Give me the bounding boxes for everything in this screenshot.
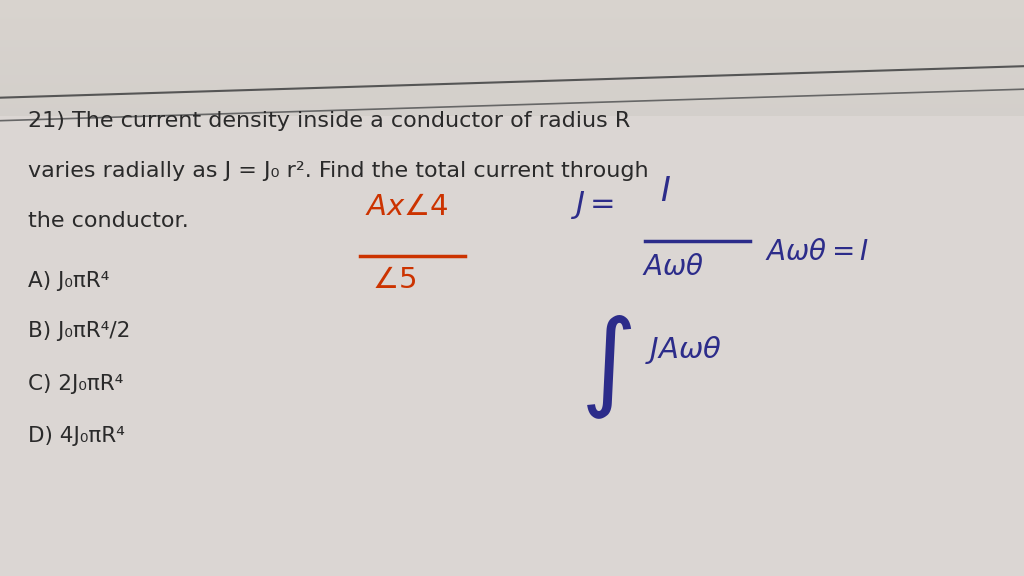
Text: C) 2J₀πR⁴: C) 2J₀πR⁴ <box>28 374 123 394</box>
Text: $\int$: $\int$ <box>580 313 632 421</box>
Text: B) J₀πR⁴/2: B) J₀πR⁴/2 <box>28 321 130 341</box>
Text: $JA\omega\theta$: $JA\omega\theta$ <box>645 334 722 366</box>
Text: $A\omega\theta$: $A\omega\theta$ <box>642 253 705 281</box>
Text: D) 4J₀πR⁴: D) 4J₀πR⁴ <box>28 426 125 446</box>
Text: $\angle 5$: $\angle 5$ <box>372 266 416 294</box>
Text: A) J₀πR⁴: A) J₀πR⁴ <box>28 271 110 291</box>
Text: $I$: $I$ <box>660 175 671 208</box>
Text: 21) The current density inside a conductor of radius R: 21) The current density inside a conduct… <box>28 111 630 131</box>
Text: varies radially as J = J₀ r². Find the total current through: varies radially as J = J₀ r². Find the t… <box>28 161 648 181</box>
Text: $A\omega\theta = I$: $A\omega\theta = I$ <box>765 238 869 266</box>
Text: $Ax\angle 4$: $Ax\angle 4$ <box>365 193 449 221</box>
Text: $J=$: $J=$ <box>570 189 614 221</box>
Text: the conductor.: the conductor. <box>28 211 188 231</box>
